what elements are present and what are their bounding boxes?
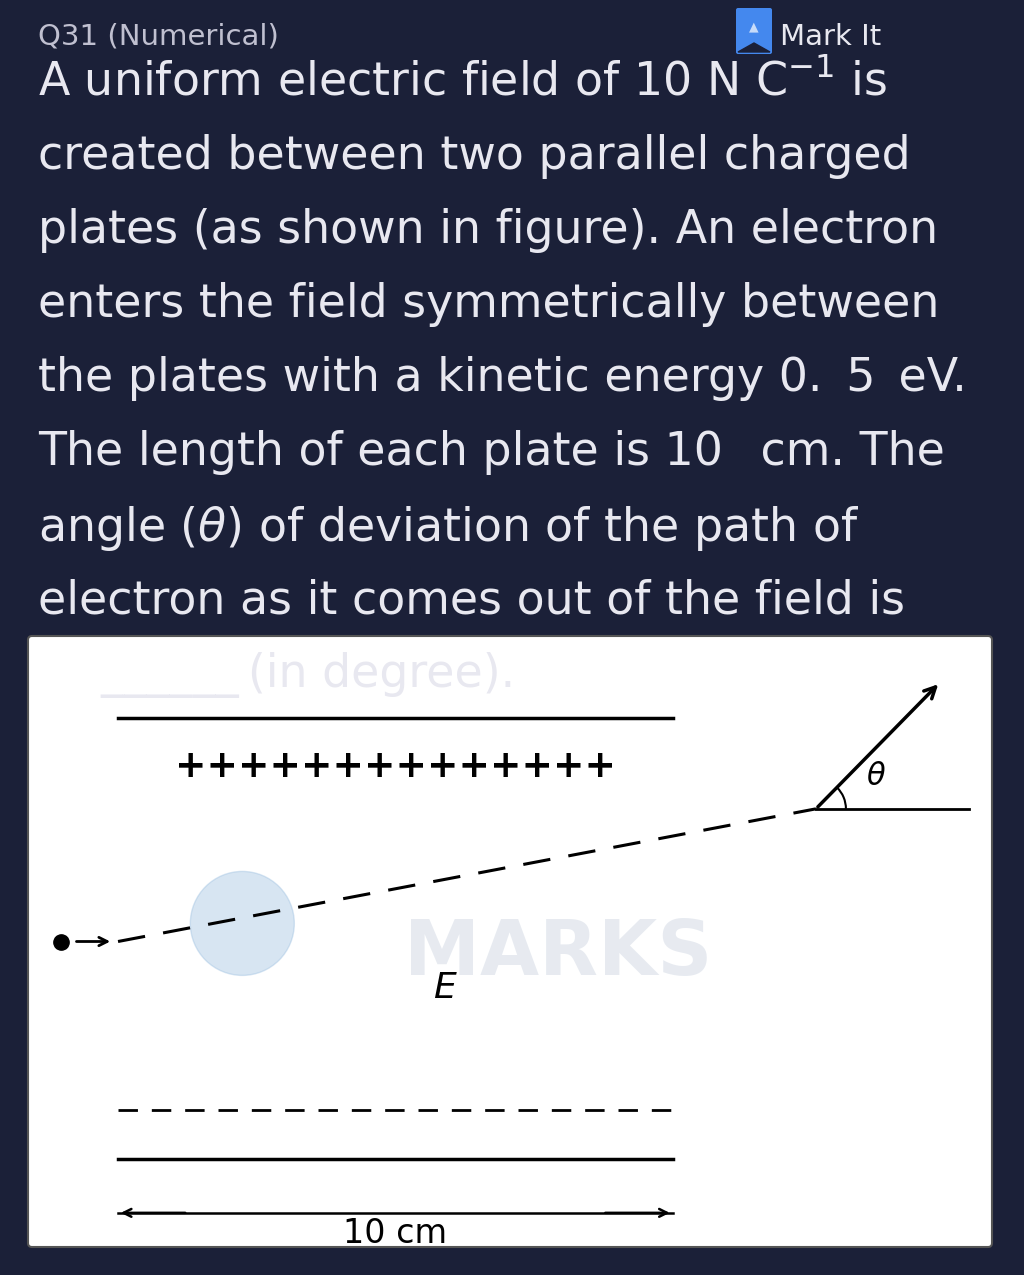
Text: $\theta$: $\theta$ — [866, 762, 886, 790]
Circle shape — [190, 871, 294, 975]
Text: electron as it comes out of the field is: electron as it comes out of the field is — [38, 578, 905, 623]
Text: the plates with a kinetic energy 0.  5 eV.: the plates with a kinetic energy 0. 5 eV… — [38, 356, 967, 402]
Text: enters the field symmetrically between: enters the field symmetrically between — [38, 282, 939, 326]
Text: created between two parallel charged: created between two parallel charged — [38, 134, 910, 179]
Text: ▲: ▲ — [750, 20, 759, 33]
Text: A uniform electric field of 10 N C$^{-1}$ is: A uniform electric field of 10 N C$^{-1}… — [38, 60, 887, 106]
FancyBboxPatch shape — [28, 636, 992, 1247]
Text: Q31 (Numerical): Q31 (Numerical) — [38, 23, 279, 51]
Text: plates (as shown in figure). An electron: plates (as shown in figure). An electron — [38, 208, 938, 252]
Text: ______ (in degree).: ______ (in degree). — [100, 652, 515, 697]
Text: ++++++++++++++: ++++++++++++++ — [175, 748, 615, 784]
Text: Mark It: Mark It — [780, 23, 882, 51]
FancyBboxPatch shape — [736, 8, 772, 54]
Text: 10 cm: 10 cm — [343, 1216, 447, 1250]
Polygon shape — [738, 43, 770, 52]
Text: $E$: $E$ — [433, 972, 458, 1006]
Text: angle ($\theta$) of deviation of the path of: angle ($\theta$) of deviation of the pat… — [38, 504, 859, 553]
Text: The length of each plate is 10  cm. The: The length of each plate is 10 cm. The — [38, 430, 945, 476]
Text: MARKS: MARKS — [403, 917, 712, 991]
